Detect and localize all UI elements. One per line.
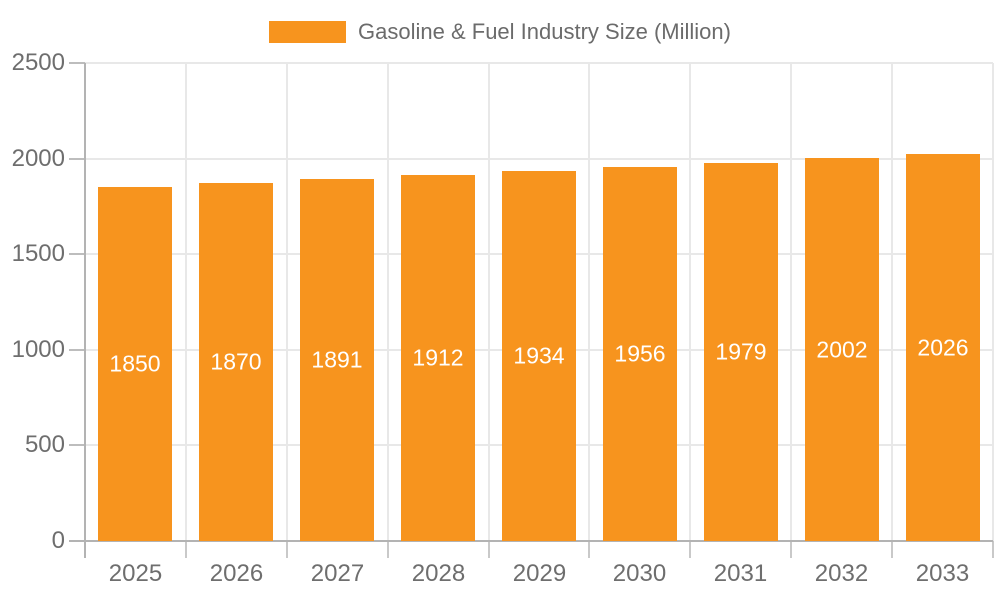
bar-value-label: 2026 bbox=[917, 334, 969, 360]
y-axis-tick bbox=[69, 62, 85, 64]
gridline-horizontal bbox=[85, 158, 993, 160]
y-axis-tick-label: 0 bbox=[51, 527, 65, 554]
y-axis-tick bbox=[69, 444, 85, 446]
bar-2028[interactable]: 1912 bbox=[401, 175, 475, 541]
bar-2026[interactable]: 1870 bbox=[199, 183, 273, 541]
bar-2033[interactable]: 2026 bbox=[906, 154, 980, 541]
gridline-vertical bbox=[387, 63, 389, 541]
x-axis-tick-label: 2031 bbox=[713, 560, 768, 587]
x-axis-tick bbox=[689, 541, 691, 558]
x-axis-tick bbox=[286, 541, 288, 558]
x-axis-tick-label: 2026 bbox=[209, 560, 264, 587]
x-axis-tick bbox=[185, 541, 187, 558]
gridline-horizontal bbox=[85, 62, 993, 64]
y-axis-tick-label: 1000 bbox=[11, 336, 65, 363]
x-axis-tick bbox=[992, 541, 994, 558]
y-axis-tick bbox=[69, 253, 85, 255]
bar-2027[interactable]: 1891 bbox=[300, 179, 374, 541]
legend-item[interactable]: Gasoline & Fuel Industry Size (Million) bbox=[0, 18, 1000, 46]
gridline-vertical bbox=[286, 63, 288, 541]
gridline-vertical bbox=[992, 63, 994, 541]
gridline-vertical bbox=[689, 63, 691, 541]
y-axis-line bbox=[84, 63, 86, 558]
y-axis-tick bbox=[69, 158, 85, 160]
x-axis-tick bbox=[387, 541, 389, 558]
x-axis-tick-label: 2025 bbox=[108, 560, 163, 587]
gridline-vertical bbox=[588, 63, 590, 541]
x-axis-tick-label: 2030 bbox=[612, 560, 667, 587]
bar-value-label: 1891 bbox=[311, 346, 363, 373]
y-axis-tick-label: 500 bbox=[24, 431, 65, 458]
y-axis-tick-label: 1500 bbox=[11, 240, 65, 267]
gridline-vertical bbox=[790, 63, 792, 541]
x-axis-tick bbox=[488, 541, 490, 558]
bar-2025[interactable]: 1850 bbox=[98, 187, 172, 541]
y-axis-tick bbox=[69, 349, 85, 351]
bar-value-label: 1956 bbox=[614, 340, 666, 367]
bar-value-label: 1870 bbox=[210, 348, 262, 375]
bar-2029[interactable]: 1934 bbox=[502, 171, 576, 541]
y-axis-tick-label: 2500 bbox=[11, 49, 65, 76]
x-axis-tick-label: 2028 bbox=[411, 560, 466, 587]
legend-label: Gasoline & Fuel Industry Size (Million) bbox=[358, 19, 731, 44]
bar-2030[interactable]: 1956 bbox=[603, 167, 677, 541]
gridline-vertical bbox=[488, 63, 490, 541]
bar-value-label: 1912 bbox=[412, 344, 464, 371]
x-axis-tick-label: 2029 bbox=[512, 560, 567, 587]
x-axis-tick-label: 2027 bbox=[310, 560, 365, 587]
x-axis-line bbox=[69, 540, 993, 542]
bar-value-label: 1979 bbox=[715, 338, 767, 365]
bar-2032[interactable]: 2002 bbox=[805, 158, 879, 541]
bar-value-label: 1850 bbox=[109, 350, 161, 377]
legend-swatch bbox=[269, 21, 347, 43]
bar-value-label: 2002 bbox=[816, 336, 868, 362]
bar-2031[interactable]: 1979 bbox=[704, 163, 778, 541]
x-axis-tick bbox=[891, 541, 893, 558]
x-axis-tick bbox=[588, 541, 590, 558]
bar-value-label: 1934 bbox=[513, 342, 565, 369]
gridline-vertical bbox=[891, 63, 893, 541]
x-axis-tick bbox=[790, 541, 792, 558]
gridline-vertical bbox=[185, 63, 187, 541]
x-axis-tick-label: 2033 bbox=[915, 560, 970, 587]
x-axis-tick-label: 2032 bbox=[814, 560, 869, 587]
y-axis-tick-label: 2000 bbox=[11, 145, 65, 172]
